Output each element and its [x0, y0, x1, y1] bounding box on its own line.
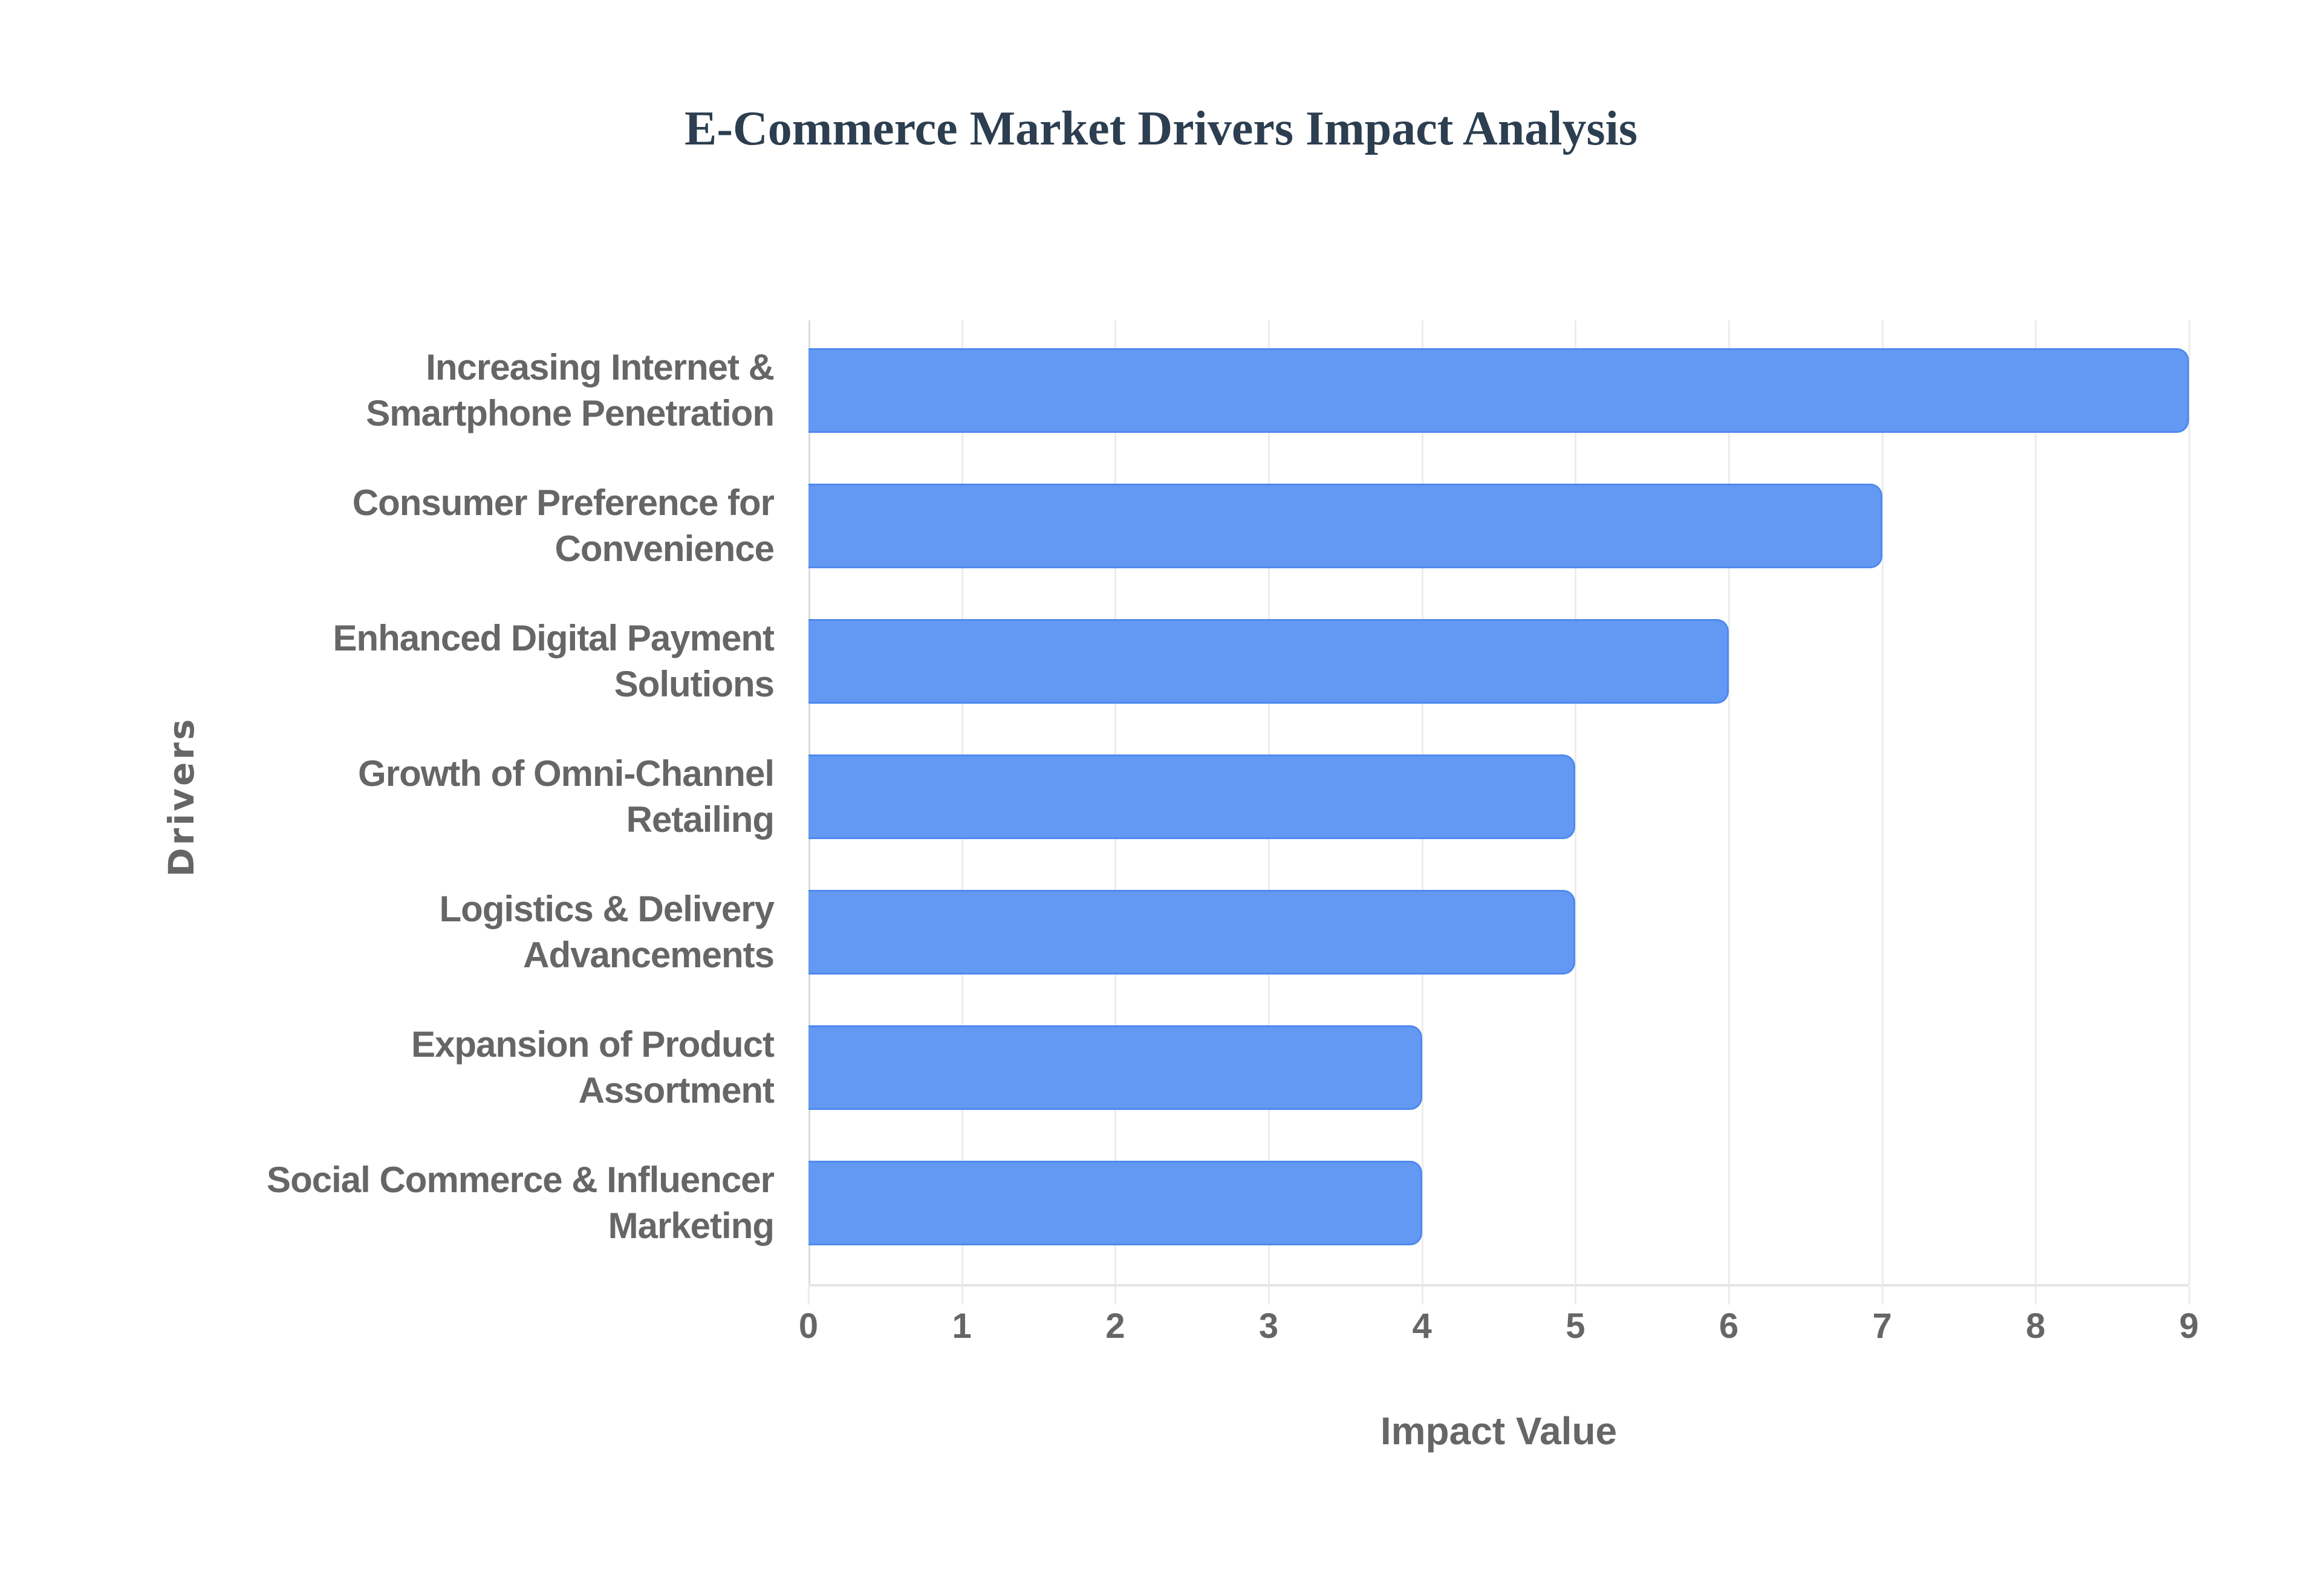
gridline	[1575, 320, 1577, 1285]
gridline	[1881, 320, 1884, 1285]
bar[interactable]	[808, 754, 1576, 839]
x-tick-label: 1	[952, 1306, 972, 1346]
y-category-label: Social Commerce & Influencer Marketing	[230, 1157, 775, 1249]
y-category-label: Logistics & Delivery Advancements	[230, 886, 775, 978]
x-tick-label: 2	[1105, 1306, 1125, 1346]
y-category-label-line: Growth of Omni-Channel	[358, 753, 775, 794]
y-category-label: Growth of Omni-Channel Retailing	[230, 751, 775, 843]
y-category-label-line: Logistics & Delivery	[439, 889, 775, 929]
bar[interactable]	[808, 1025, 1422, 1110]
plot-area	[808, 320, 2190, 1305]
y-category-label-line: Retailing	[626, 799, 775, 840]
y-category-label: Increasing Internet & Smartphone Penetrat…	[230, 345, 775, 436]
y-category-label-line: Social Commerce & Influencer	[267, 1160, 775, 1200]
x-tick-label: 0	[798, 1306, 819, 1346]
bar[interactable]	[808, 1161, 1422, 1245]
y-category-label: Consumer Preference for Convenience	[230, 480, 775, 572]
x-axis-title: Impact Value	[1380, 1409, 1618, 1453]
bar[interactable]	[808, 484, 1882, 568]
bar[interactable]	[808, 890, 1576, 975]
x-tick-label: 8	[2026, 1306, 2046, 1346]
y-category-label: Enhanced Digital Payment Solutions	[230, 615, 775, 707]
y-category-label-line: Expansion of Product	[411, 1024, 775, 1065]
chart-title: E-Commerce Market Drivers Impact Analysi…	[685, 102, 1637, 155]
y-category-label-line: Assortment	[578, 1070, 775, 1111]
y-axis-title: Drivers	[161, 716, 202, 877]
x-tick-label: 9	[2179, 1306, 2199, 1346]
x-tick-label: 7	[1872, 1306, 1892, 1346]
y-category-label: Expansion of Product Assortment	[230, 1022, 775, 1114]
x-tick-label: 6	[1719, 1306, 1739, 1346]
bar[interactable]	[808, 348, 2189, 433]
bar[interactable]	[808, 619, 1729, 704]
tick-mark	[1575, 1286, 1577, 1305]
x-tick-label: 5	[1566, 1306, 1585, 1346]
tick-mark	[808, 1286, 810, 1305]
gridline	[2188, 320, 2190, 1285]
tick-mark	[961, 1286, 963, 1305]
x-tick-label: 3	[1258, 1306, 1279, 1346]
y-category-label-line: Marketing	[608, 1205, 775, 1246]
y-category-label-line: Consumer Preference for	[352, 482, 775, 523]
y-category-label-line: Smartphone Penetration	[366, 393, 775, 433]
y-category-label-line: Increasing Internet &	[426, 347, 775, 388]
tick-mark	[1421, 1286, 1423, 1305]
y-category-label-line: Advancements	[523, 935, 775, 975]
gridline	[1728, 320, 1730, 1285]
y-category-label-line: Solutions	[614, 664, 775, 704]
tick-mark	[1728, 1286, 1730, 1305]
tick-mark	[1268, 1286, 1270, 1305]
gridline	[2035, 320, 2037, 1285]
tick-mark	[2188, 1286, 2190, 1305]
x-axis-line	[808, 1284, 2189, 1286]
tick-mark	[1881, 1286, 1884, 1305]
x-tick-label: 4	[1412, 1306, 1432, 1346]
y-category-label-line: Enhanced Digital Payment	[333, 618, 775, 658]
tick-mark	[1114, 1286, 1117, 1305]
y-category-label-line: Convenience	[554, 528, 775, 569]
tick-mark	[2035, 1286, 2037, 1305]
